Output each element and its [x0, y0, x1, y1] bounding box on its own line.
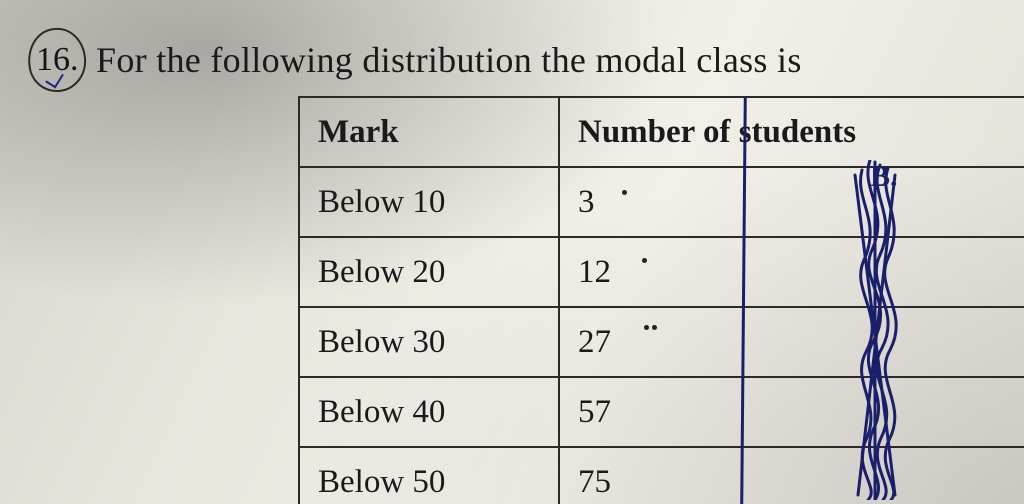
question-number-circle: 16.	[24, 24, 90, 95]
cell-value: 75	[559, 447, 1024, 504]
print-dot	[642, 258, 647, 263]
print-dot	[644, 325, 649, 330]
cell-mark: Below 20	[299, 237, 559, 307]
distribution-table-wrap: Mark Number of students Below 10 3 Below…	[298, 96, 1024, 504]
question-text: For the following distribution the modal…	[96, 39, 802, 81]
distribution-table: Mark Number of students Below 10 3 Below…	[298, 96, 1024, 504]
col-header-mark: Mark	[299, 97, 559, 167]
cell-value: 57	[559, 377, 1024, 447]
cell-value: 12	[559, 237, 1024, 307]
table-header-row: Mark Number of students	[299, 97, 1024, 167]
cell-mark: Below 50	[299, 447, 559, 504]
table-row: Below 50 75	[299, 447, 1024, 504]
cell-value: 3	[559, 167, 1024, 237]
table-row: Below 30 27	[299, 307, 1024, 377]
cell-mark: Below 40	[299, 377, 559, 447]
cell-mark: Below 10	[299, 167, 559, 237]
print-dot	[652, 325, 657, 330]
table-row: Below 40 57	[299, 377, 1024, 447]
table-row: Below 10 3	[299, 167, 1024, 237]
cell-value: 27	[559, 307, 1024, 377]
col-header-number: Number of students	[559, 97, 1024, 167]
cell-mark: Below 30	[299, 307, 559, 377]
table-row: Below 20 12	[299, 237, 1024, 307]
question-row: 16. For the following distribution the m…	[28, 28, 802, 92]
print-dot	[622, 190, 627, 195]
